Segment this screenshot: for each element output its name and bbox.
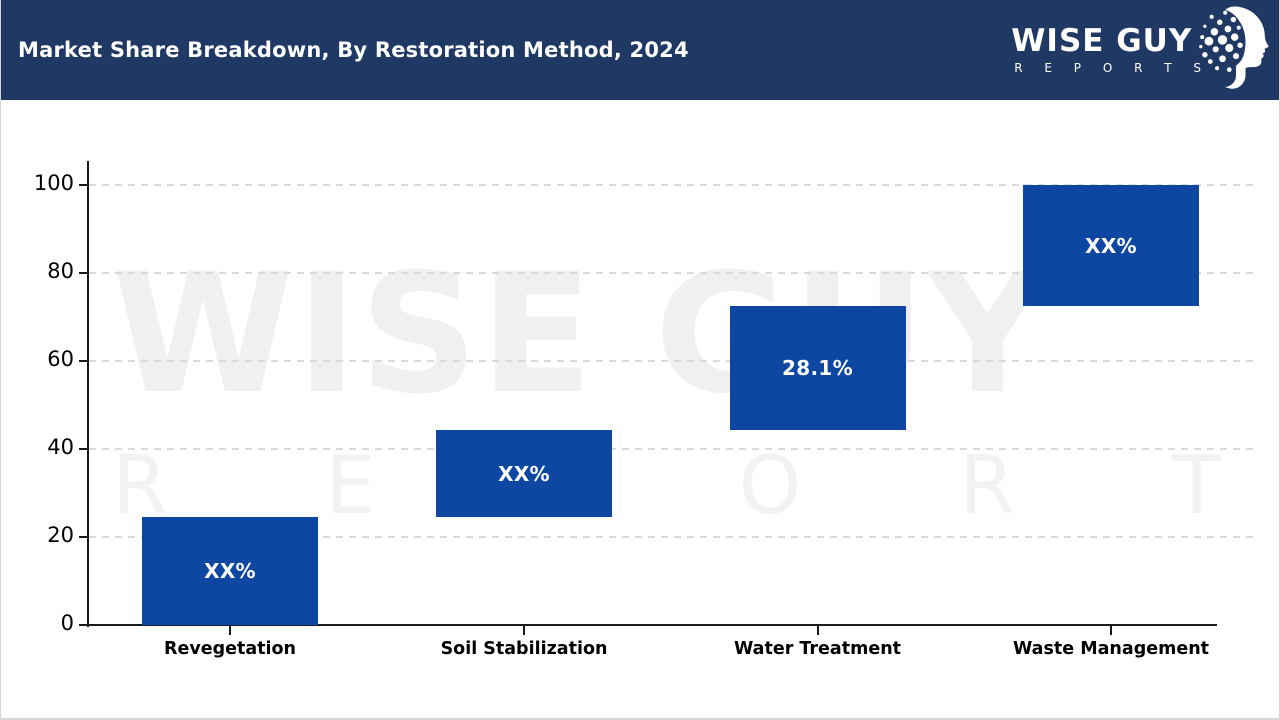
x-tick-revegetation	[229, 626, 231, 635]
x-tick-waste-management	[1110, 626, 1112, 635]
chart-title: Market Share Breakdown, By Restoration M…	[18, 38, 689, 62]
x-tick-label-soil-stabilization: Soil Stabilization	[440, 639, 608, 659]
x-tick-soil-stabilization	[523, 626, 525, 635]
gridline-y-60	[89, 360, 1254, 362]
y-tick-60	[79, 360, 88, 362]
bar-value-label-water-treatment: 28.1%	[782, 356, 853, 381]
y-tick-label-0: 0	[60, 611, 74, 635]
wise-guy-reports-logo: WISE GUY R E P O R T S	[1011, 5, 1274, 95]
y-tick-label-20: 20	[47, 523, 74, 547]
bar-value-label-soil-stabilization: XX%	[498, 461, 550, 486]
gridline-y-100	[89, 184, 1254, 186]
dotted-face-icon	[1199, 6, 1269, 89]
y-tick-100	[79, 184, 88, 186]
y-tick-label-100: 100	[33, 171, 74, 195]
y-tick-label-60: 60	[47, 347, 74, 371]
gridline-y-40	[89, 448, 1254, 450]
y-tick-80	[79, 272, 88, 274]
bar-soil-stabilization: XX%	[436, 430, 612, 518]
y-tick-label-80: 80	[47, 259, 74, 283]
bar-value-label-revegetation: XX%	[204, 559, 256, 584]
y-tick-40	[79, 448, 88, 450]
bar-water-treatment: 28.1%	[729, 306, 906, 431]
x-tick-label-water-treatment: Water Treatment	[733, 639, 902, 659]
logo-text: WISE GUY R E P O R T S	[1011, 22, 1210, 75]
bar-waste-management: XX%	[1023, 185, 1199, 307]
y-tick-label-40: 40	[47, 435, 74, 459]
logo-subtitle: R E P O R T S	[1014, 60, 1210, 75]
y-tick-0	[79, 624, 88, 626]
bar-revegetation: XX%	[142, 517, 318, 625]
x-axis-line	[87, 624, 1217, 626]
bar-value-label-waste-management: XX%	[1085, 233, 1137, 258]
x-tick-label-revegetation: Revegetation	[163, 639, 297, 659]
y-axis-line	[87, 161, 89, 627]
x-tick-water-treatment	[816, 626, 819, 635]
gridline-y-80	[89, 272, 1254, 274]
x-tick-label-waste-management: Waste Management	[1012, 639, 1210, 659]
logo-wordmark: WISE GUY	[1011, 22, 1193, 59]
gridline-y-20	[89, 536, 1254, 538]
header-bar: Market Share Breakdown, By Restoration M…	[0, 0, 1280, 100]
y-tick-20	[79, 536, 88, 538]
